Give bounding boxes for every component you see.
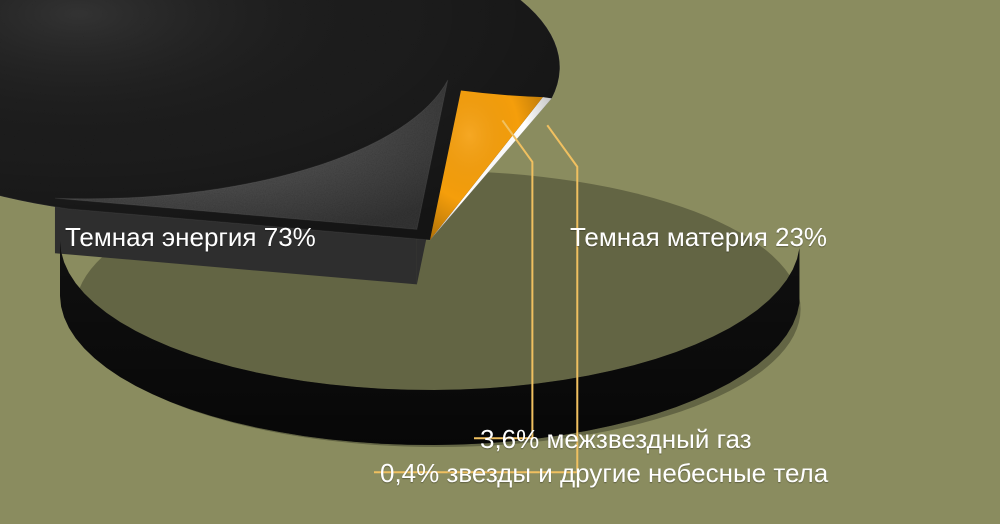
label-interstellar: 3,6% межзвездный газ [480,424,752,455]
label-dark-energy: Темная энергия 73% [65,222,316,253]
universe-composition-pie: Темная энергия 73% Темная материя 23% 3,… [0,0,1000,524]
label-dark-matter: Темная материя 23% [570,222,827,253]
label-stars: 0,4% звезды и другие небесные тела [380,458,828,489]
